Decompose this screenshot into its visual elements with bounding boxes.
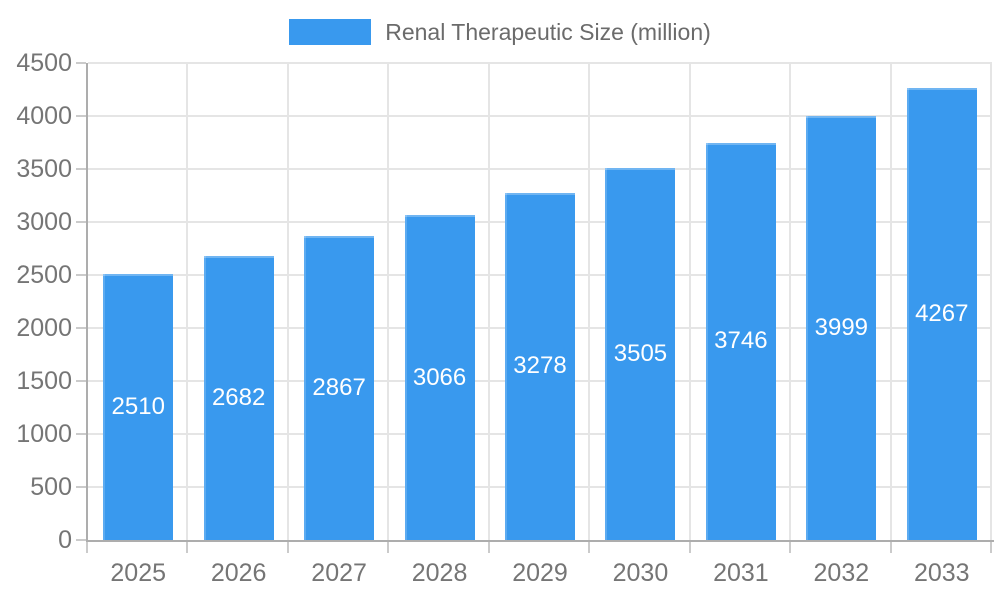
y-gridline bbox=[88, 115, 992, 117]
bar[interactable]: 3746 bbox=[705, 142, 776, 540]
y-tick bbox=[76, 380, 86, 382]
x-gridline bbox=[688, 63, 691, 540]
x-gridline bbox=[387, 63, 390, 540]
bar-value-label: 3278 bbox=[513, 352, 567, 380]
x-axis-label: 2025 bbox=[110, 559, 167, 587]
x-axis-label: 2027 bbox=[311, 559, 367, 587]
bar-value-label: 2682 bbox=[211, 383, 266, 411]
bar[interactable]: 2510 bbox=[103, 273, 174, 540]
x-axis-label: 2028 bbox=[411, 559, 468, 587]
bar-value-label: 4267 bbox=[915, 299, 969, 327]
y-axis-label: 4500 bbox=[16, 49, 72, 77]
bar-value-label: 3066 bbox=[412, 363, 467, 391]
y-gridline bbox=[88, 168, 992, 170]
x-tick bbox=[387, 542, 390, 553]
x-axis-line bbox=[86, 540, 994, 542]
x-gridline bbox=[789, 63, 792, 540]
legend-item[interactable]: Renal Therapeutic Size (million) bbox=[289, 19, 711, 46]
y-axis-label: 3500 bbox=[16, 155, 72, 183]
x-tick bbox=[186, 542, 189, 553]
x-tick bbox=[588, 542, 591, 553]
y-gridline bbox=[88, 62, 992, 64]
bar[interactable]: 4267 bbox=[906, 87, 977, 540]
bar[interactable]: 3505 bbox=[605, 168, 676, 540]
x-axis-label: 2029 bbox=[512, 559, 568, 587]
x-axis-label: 2032 bbox=[813, 559, 870, 587]
x-gridline bbox=[186, 63, 189, 540]
x-axis-label: 2033 bbox=[913, 559, 970, 587]
y-tick bbox=[76, 221, 86, 223]
y-axis-label: 500 bbox=[30, 473, 72, 501]
x-axis-label: 2026 bbox=[210, 559, 267, 587]
plot-area: 2510 2682 2867 3066 3278 3505 3746 3999 4267 bbox=[88, 62, 992, 540]
x-tick bbox=[286, 542, 289, 553]
bar-value-label: 3999 bbox=[814, 314, 869, 342]
bar[interactable]: 3999 bbox=[806, 116, 877, 540]
legend-swatch-icon bbox=[289, 19, 372, 45]
y-axis-line bbox=[86, 63, 88, 540]
x-tick bbox=[789, 542, 792, 553]
x-tick bbox=[889, 542, 892, 553]
legend: Renal Therapeutic Size (million) bbox=[0, 16, 1000, 48]
x-tick bbox=[487, 542, 490, 553]
x-axis-label: 2030 bbox=[612, 559, 669, 587]
x-axis-label: 2031 bbox=[713, 559, 769, 587]
y-tick bbox=[76, 486, 86, 488]
y-tick bbox=[76, 168, 86, 170]
x-gridline bbox=[286, 63, 289, 540]
y-axis-label: 2000 bbox=[16, 314, 72, 342]
bar-value-label: 3505 bbox=[613, 340, 668, 368]
y-axis-label: 4000 bbox=[16, 102, 72, 130]
legend-label: Renal Therapeutic Size (million) bbox=[385, 18, 711, 45]
x-tick bbox=[688, 542, 691, 553]
y-tick bbox=[76, 274, 86, 276]
y-tick bbox=[76, 539, 86, 541]
x-tick bbox=[86, 542, 88, 553]
y-tick bbox=[76, 327, 86, 329]
x-gridline bbox=[487, 63, 490, 540]
bar[interactable]: 3278 bbox=[505, 192, 575, 540]
x-gridline bbox=[990, 63, 992, 540]
bar-value-label: 3746 bbox=[714, 327, 768, 355]
bar[interactable]: 2867 bbox=[304, 236, 375, 540]
y-tick bbox=[76, 115, 86, 117]
bar-value-label: 2867 bbox=[312, 374, 366, 402]
y-axis-label: 1000 bbox=[16, 420, 72, 448]
bar-value-label: 2510 bbox=[111, 392, 165, 420]
y-tick bbox=[76, 62, 86, 64]
bar[interactable]: 3066 bbox=[404, 215, 475, 540]
x-gridline bbox=[588, 63, 591, 540]
bar[interactable]: 2682 bbox=[203, 255, 274, 540]
y-tick bbox=[76, 433, 86, 435]
y-axis-label: 2500 bbox=[16, 261, 72, 289]
x-tick bbox=[990, 542, 992, 553]
y-axis-label: 3000 bbox=[16, 208, 72, 236]
y-axis-label: 0 bbox=[58, 526, 72, 554]
x-gridline bbox=[889, 63, 892, 540]
y-axis-label: 1500 bbox=[16, 367, 72, 395]
